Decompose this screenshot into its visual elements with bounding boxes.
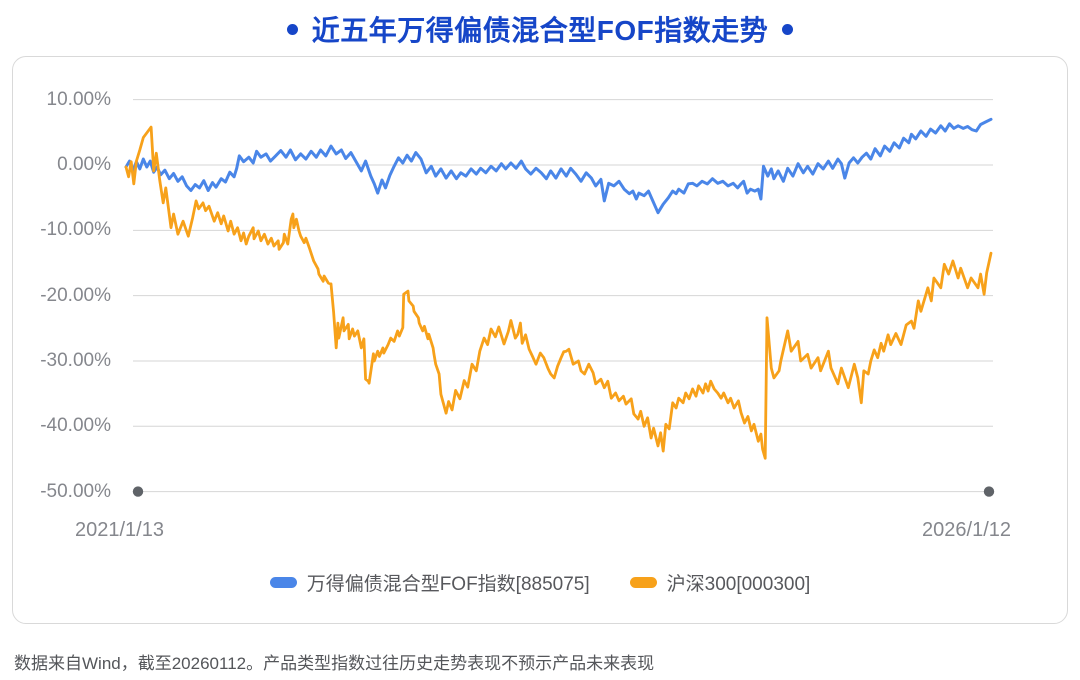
y-axis-tick-label: -40.00% <box>40 415 111 437</box>
legend-label-fof: 万得偏债混合型FOF指数[885075] <box>306 574 590 595</box>
axis-endpoint-dot <box>132 486 144 497</box>
x-axis-end-label: 2026/1/12 <box>922 519 1011 541</box>
y-axis-tick-label: 10.00% <box>46 88 111 110</box>
y-axis-tick-label: -20.00% <box>40 284 111 306</box>
chart-card: 10.00% 0.00% -10.00% -20.00% -30.00% -40.00% -… <box>12 56 1068 624</box>
y-axis-tick-label: 0.00% <box>57 154 111 175</box>
legend-label-hs300: 沪深300[000300] <box>666 574 811 595</box>
legend-swatch-hs300-icon <box>629 577 657 588</box>
x-axis-start-label: 2021/1/13 <box>75 519 164 541</box>
chart-legend: 万得偏债混合型FOF指数[885075] 沪深300[000300] <box>13 569 1067 596</box>
series-line-000300 <box>124 125 993 460</box>
page-title-row: 近五年万得偏债混合型FOF指数走势 <box>0 9 1080 49</box>
line-chart <box>124 99 995 497</box>
page-title: 近五年万得偏债混合型FOF指数走势 <box>311 15 769 46</box>
y-axis-tick-label: -30.00% <box>40 349 111 371</box>
title-dot-right-icon <box>782 23 794 35</box>
data-source-note: 数据来自Wind，截至20260112。产品类型指数过往历史走势表现不预示产品未… <box>14 654 655 673</box>
legend-item-fof: 万得偏债混合型FOF指数[885075] <box>269 569 590 596</box>
legend-item-hs300: 沪深300[000300] <box>629 569 811 596</box>
y-axis-tick-label: -10.00% <box>40 219 111 241</box>
y-axis-tick-label: -50.00% <box>40 480 111 502</box>
axis-endpoint-dot <box>983 486 995 497</box>
series-line-885075 <box>124 117 993 215</box>
title-dot-left-icon <box>286 23 298 35</box>
legend-swatch-fof-icon <box>269 577 297 588</box>
